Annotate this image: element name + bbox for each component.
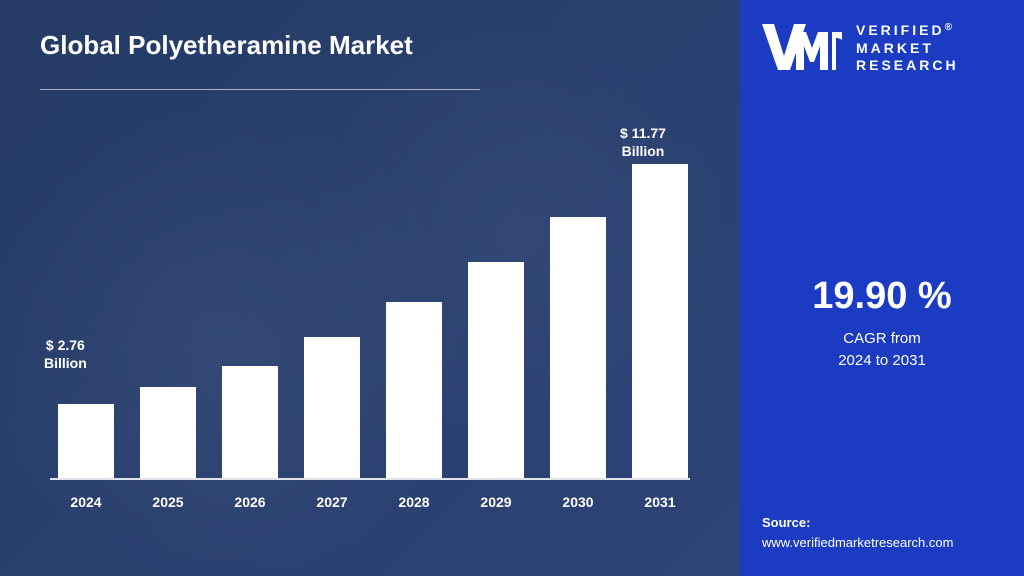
cagr-value: 19.90 % (762, 275, 1002, 318)
x-axis-label: 2027 (304, 494, 360, 510)
cagr-block: 19.90 % CAGR from 2024 to 2031 (762, 215, 1002, 373)
cagr-label-line2: 2024 to 2031 (838, 352, 926, 369)
last-bar-value-unit: Billion (622, 143, 665, 159)
bar-wrap (58, 404, 114, 478)
x-axis-labels: 2024 2025 2026 2027 2028 2029 2030 2031 (50, 494, 690, 510)
x-axis-label: 2028 (386, 494, 442, 510)
bar-wrap (632, 164, 688, 478)
x-axis-label: 2031 (632, 494, 688, 510)
brand-text-line2: MARKET (856, 40, 934, 56)
bar-chart: $ 2.76 Billion $ 11.77 Billion 202420252… (50, 130, 690, 510)
bar (550, 217, 606, 478)
cagr-label-line1: CAGR from (843, 330, 921, 347)
brand-text-line3: RESEARCH (856, 57, 959, 73)
last-bar-value-amount: $ 11.77 (620, 125, 666, 141)
x-axis-label: 2029 (468, 494, 524, 510)
x-axis-label: 2024 (58, 494, 114, 510)
bar (140, 387, 196, 478)
source-url: www.verifiedmarketresearch.com (762, 535, 953, 550)
brand-text-line1: VERIFIED (856, 22, 945, 38)
bars-row (50, 160, 690, 480)
bar (222, 366, 278, 478)
bar-wrap (140, 387, 196, 478)
last-bar-value-label: $ 11.77 Billion (620, 124, 666, 160)
bar (632, 164, 688, 478)
x-axis-label: 2030 (550, 494, 606, 510)
bar-wrap (550, 217, 606, 478)
bar-wrap (222, 366, 278, 478)
side-panel: VERIFIED® MARKET RESEARCH 19.90 % CAGR f… (740, 0, 1024, 576)
bar-wrap (304, 337, 360, 478)
x-axis-label: 2025 (140, 494, 196, 510)
infographic-container: Global Polyetheramine Market $ 2.76 Bill… (0, 0, 1024, 576)
bar (386, 302, 442, 478)
source-label: Source: (762, 515, 810, 530)
bar-wrap (386, 302, 442, 478)
bar (58, 404, 114, 478)
vmr-logo-icon (762, 18, 844, 72)
bar-wrap (468, 262, 524, 478)
chart-title: Global Polyetheramine Market (40, 30, 700, 61)
title-underline (40, 89, 480, 90)
chart-panel: Global Polyetheramine Market $ 2.76 Bill… (0, 0, 740, 576)
source-block: Source: www.verifiedmarketresearch.com (762, 513, 1002, 552)
x-axis-label: 2026 (222, 494, 278, 510)
registered-mark: ® (945, 22, 955, 33)
cagr-label: CAGR from 2024 to 2031 (762, 328, 1002, 373)
brand-text: VERIFIED® MARKET RESEARCH (856, 18, 959, 75)
bar (468, 262, 524, 478)
bar (304, 337, 360, 478)
brand-logo: VERIFIED® MARKET RESEARCH (762, 18, 1002, 75)
